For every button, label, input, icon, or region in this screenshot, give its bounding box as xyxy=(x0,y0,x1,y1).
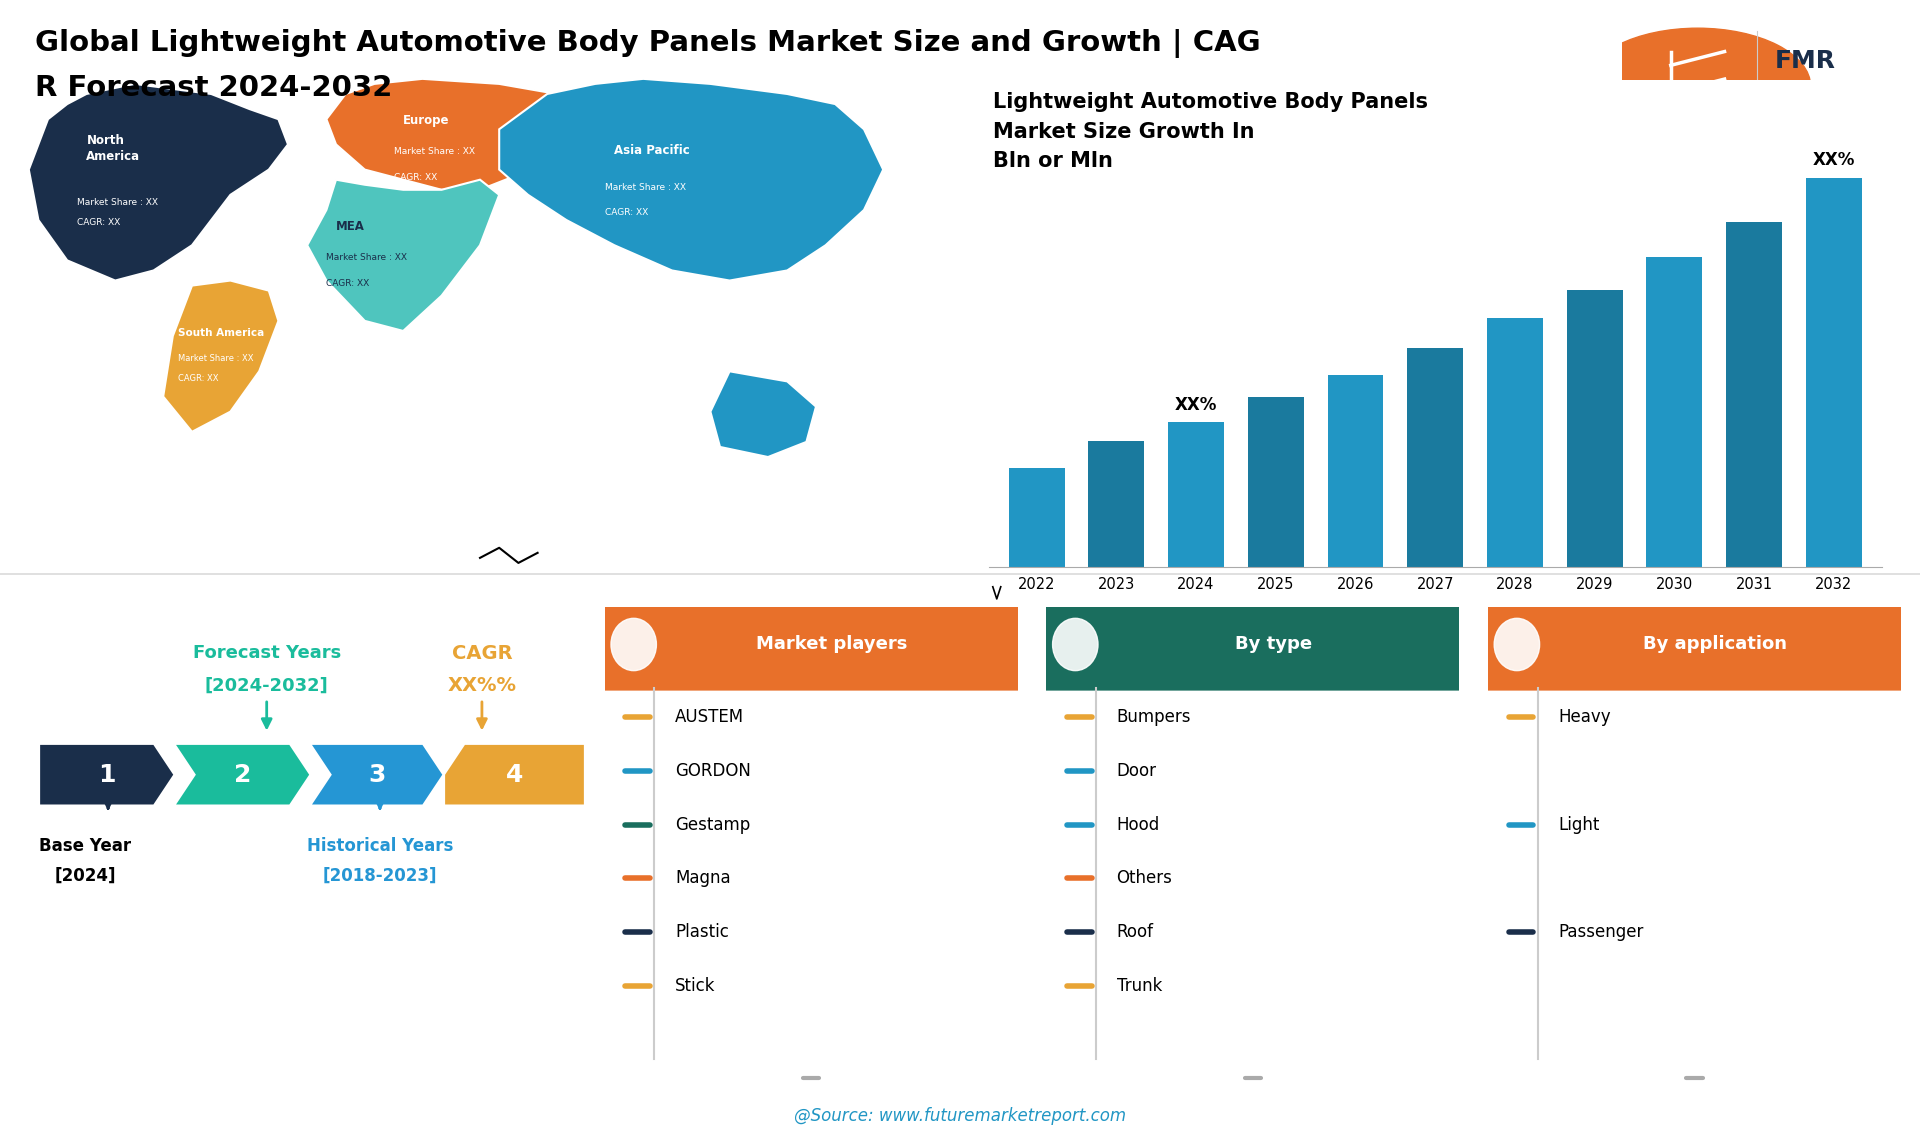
Text: Magna: Magna xyxy=(676,870,732,887)
Text: Hood: Hood xyxy=(1117,816,1160,833)
Text: Base Year: Base Year xyxy=(40,837,131,855)
Text: South America: South America xyxy=(177,328,263,338)
FancyBboxPatch shape xyxy=(1039,672,1467,1088)
Circle shape xyxy=(1494,619,1540,670)
Text: Stick: Stick xyxy=(676,978,716,995)
Text: Market Share : XX: Market Share : XX xyxy=(394,148,474,157)
Bar xyxy=(1807,178,1862,567)
Bar xyxy=(1248,398,1304,567)
Text: 3: 3 xyxy=(369,763,386,786)
Text: CAGR: XX: CAGR: XX xyxy=(77,218,121,227)
Text: Door: Door xyxy=(1117,762,1156,779)
Text: Historical Years: Historical Years xyxy=(307,837,453,855)
Bar xyxy=(1167,422,1223,567)
FancyBboxPatch shape xyxy=(597,672,1025,1088)
Bar xyxy=(1486,317,1544,567)
Text: Market Share : XX: Market Share : XX xyxy=(605,182,685,191)
Text: [2018-2023]: [2018-2023] xyxy=(323,866,438,885)
Circle shape xyxy=(1052,619,1098,670)
Text: CAGR: CAGR xyxy=(451,644,513,662)
Text: Europe: Europe xyxy=(403,115,449,127)
Text: XX%: XX% xyxy=(1812,151,1855,170)
Polygon shape xyxy=(177,745,309,804)
Text: XX%%: XX%% xyxy=(447,676,516,694)
Text: CAGR: XX: CAGR: XX xyxy=(326,278,371,288)
Text: XX%: XX% xyxy=(1175,395,1217,414)
Polygon shape xyxy=(326,79,576,190)
FancyBboxPatch shape xyxy=(1035,598,1471,691)
Polygon shape xyxy=(710,371,816,457)
FancyBboxPatch shape xyxy=(593,598,1029,691)
Polygon shape xyxy=(499,79,883,281)
Bar xyxy=(1327,375,1384,567)
Text: North
America: North America xyxy=(86,134,140,163)
Text: Heavy: Heavy xyxy=(1559,708,1611,725)
Text: 1: 1 xyxy=(98,763,115,786)
Text: Bumpers: Bumpers xyxy=(1117,708,1190,725)
Bar xyxy=(1407,347,1463,567)
Text: Plastic: Plastic xyxy=(676,924,730,941)
Text: Market Share : XX: Market Share : XX xyxy=(77,198,157,207)
FancyBboxPatch shape xyxy=(1480,672,1908,1088)
FancyBboxPatch shape xyxy=(1476,598,1912,691)
Text: 4: 4 xyxy=(505,763,522,786)
Text: FUTURE MARKET REPORT: FUTURE MARKET REPORT xyxy=(1757,93,1853,102)
Text: Market players: Market players xyxy=(756,636,908,653)
Text: Asia Pacific: Asia Pacific xyxy=(614,144,689,157)
Circle shape xyxy=(1584,29,1811,143)
Text: MEA: MEA xyxy=(336,220,365,233)
Text: CAGR: XX: CAGR: XX xyxy=(605,207,649,217)
Polygon shape xyxy=(307,180,499,331)
Text: Market Share : XX: Market Share : XX xyxy=(326,253,407,262)
Bar xyxy=(1726,221,1782,567)
Text: AUSTEM: AUSTEM xyxy=(676,708,745,725)
Text: GORDON: GORDON xyxy=(676,762,751,779)
Polygon shape xyxy=(163,281,278,432)
Text: [2024-2032]: [2024-2032] xyxy=(205,676,328,694)
Bar xyxy=(1008,469,1064,567)
Bar xyxy=(1567,290,1622,567)
Text: [2024]: [2024] xyxy=(54,866,117,885)
Text: Forecast Years: Forecast Years xyxy=(192,644,342,662)
Text: Others: Others xyxy=(1117,870,1173,887)
Text: @Source: www.futuremarketreport.com: @Source: www.futuremarketreport.com xyxy=(795,1107,1125,1125)
Text: 2: 2 xyxy=(234,763,252,786)
Bar xyxy=(1647,257,1703,567)
Text: Roof: Roof xyxy=(1117,924,1154,941)
Polygon shape xyxy=(29,84,288,281)
Text: Passenger: Passenger xyxy=(1559,924,1644,941)
Text: Light: Light xyxy=(1559,816,1599,833)
Text: CAGR: XX: CAGR: XX xyxy=(177,375,219,384)
Polygon shape xyxy=(40,745,173,804)
Text: Gestamp: Gestamp xyxy=(676,816,751,833)
Text: Market Share : XX: Market Share : XX xyxy=(177,354,253,363)
Polygon shape xyxy=(313,745,442,804)
Text: FMR: FMR xyxy=(1774,49,1836,73)
Text: CAGR: XX: CAGR: XX xyxy=(394,173,438,182)
Text: Lightweight Automotive Body Panels
Market Size Growth In
Bln or Mln: Lightweight Automotive Body Panels Marke… xyxy=(993,92,1428,171)
Text: Trunk: Trunk xyxy=(1117,978,1162,995)
Polygon shape xyxy=(445,745,584,804)
Text: R Forecast 2024-2032: R Forecast 2024-2032 xyxy=(35,74,392,102)
Text: Global Lightweight Automotive Body Panels Market Size and Growth | CAG: Global Lightweight Automotive Body Panel… xyxy=(35,29,1260,57)
Text: By type: By type xyxy=(1235,636,1311,653)
Circle shape xyxy=(611,619,657,670)
Text: By application: By application xyxy=(1644,636,1788,653)
Bar xyxy=(1089,441,1144,567)
